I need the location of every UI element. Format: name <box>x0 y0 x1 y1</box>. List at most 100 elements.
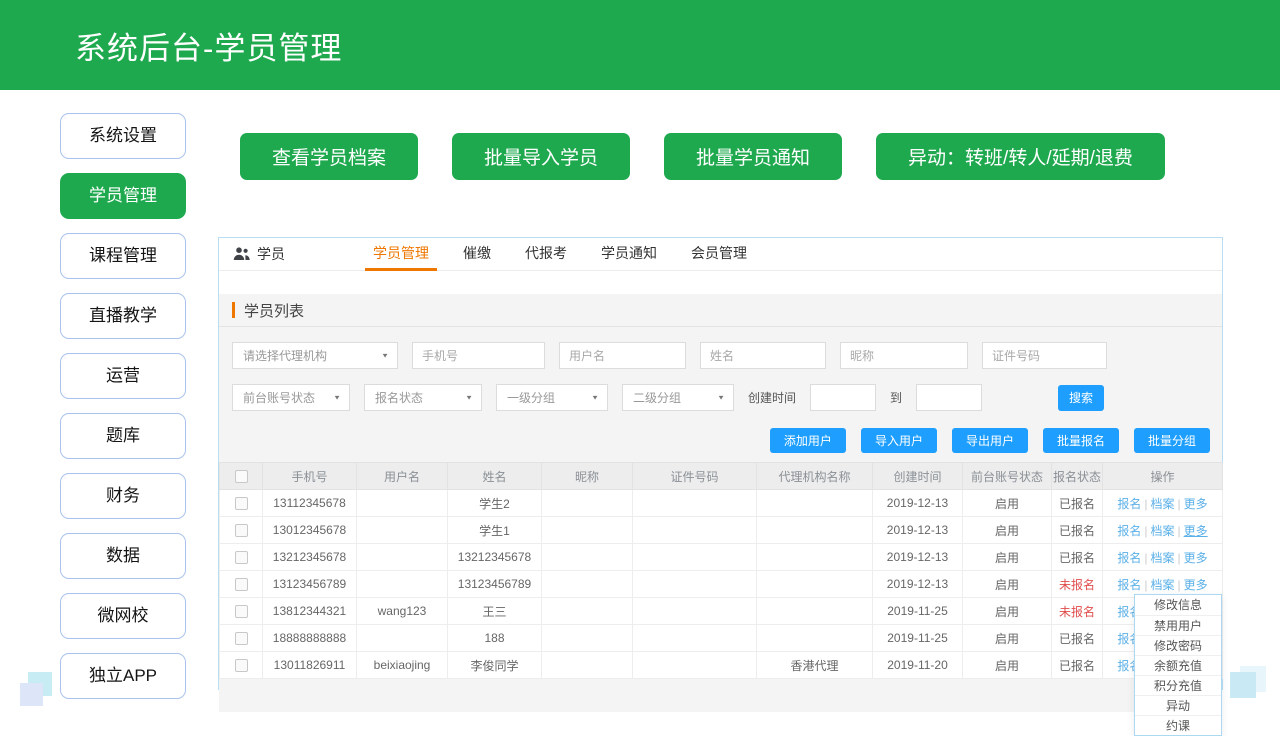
cell-name: 学生1 <box>447 516 542 544</box>
signup-status-badge: 已报名 <box>1058 550 1095 565</box>
more-dropdown-menu: 修改信息禁用用户 修改密码 余额充值 积分充值 异动 约课 <box>1134 594 1222 736</box>
signup-status-select[interactable]: 报名状态 ▼ <box>364 384 482 411</box>
table-action-button[interactable]: 批量报名 <box>1042 428 1119 453</box>
table-action-button[interactable]: 导入用户 <box>860 428 937 453</box>
sidebar-item[interactable]: 运营 <box>60 353 186 399</box>
cell-nickname <box>541 651 633 679</box>
op-link-signup[interactable]: 报名 <box>1117 496 1142 511</box>
row-checkbox[interactable] <box>234 577 248 591</box>
panel-header: 学员 学员管理 催缴 代报考 学员通知 会员管理 <box>219 238 1222 271</box>
op-link-signup[interactable]: 报名 <box>1117 577 1142 592</box>
cell-username <box>356 489 448 517</box>
section-title-text: 学员列表 <box>244 302 305 320</box>
sidebar-item[interactable]: 课程管理 <box>60 233 186 279</box>
sidebar-item[interactable]: 微网校 <box>60 593 186 639</box>
table-action-button[interactable]: 添加用户 <box>769 428 846 453</box>
op-link-more[interactable]: 更多 <box>1183 523 1208 538</box>
chevron-down-icon: ▼ <box>333 393 341 402</box>
row-checkbox[interactable] <box>234 604 248 618</box>
tab[interactable]: 催缴 <box>463 244 491 261</box>
op-link-signup[interactable]: 报名 <box>1117 523 1142 538</box>
username-input[interactable] <box>559 342 686 369</box>
quick-action-button[interactable]: 批量学员通知 <box>664 133 843 180</box>
more-menu-item[interactable]: 积分充值 <box>1135 675 1221 695</box>
table-header-row: 手机号 用户名 姓名 昵称 证件号码 代理机构名称 创建时间 前台账号状态 报名状态 操作 <box>219 462 1223 490</box>
cell-account-status: 启用 <box>962 489 1052 517</box>
created-from-input[interactable] <box>810 384 877 411</box>
name-input[interactable] <box>700 342 826 369</box>
cell-agency: 香港代理 <box>756 651 873 679</box>
sidebar-item[interactable]: 财务 <box>60 473 186 519</box>
cell-id-number <box>632 570 757 598</box>
row-checkbox[interactable] <box>234 523 248 537</box>
tab[interactable]: 学员通知 <box>601 244 657 261</box>
row-checkbox[interactable] <box>234 550 248 564</box>
quick-action-button[interactable]: 批量导入学员 <box>452 133 631 180</box>
column-header: 姓名 <box>447 462 542 490</box>
id-number-input[interactable] <box>982 342 1107 369</box>
table-action-button[interactable]: 导出用户 <box>951 428 1028 453</box>
section-title-accent-bar <box>232 302 235 318</box>
column-header: 操作 <box>1102 462 1223 490</box>
more-menu-item[interactable]: 禁用用户 <box>1135 615 1221 635</box>
sidebar-item[interactable]: 独立APP <box>60 653 186 699</box>
tab[interactable]: 代报考 <box>525 244 567 261</box>
chevron-down-icon: ▼ <box>465 393 473 402</box>
quick-action-button[interactable]: 异动：转班/转人/延期/退费 <box>876 133 1165 180</box>
select-all-checkbox[interactable] <box>234 469 248 483</box>
cell-username: beixiaojing <box>356 651 448 679</box>
sidebar-item[interactable]: 题库 <box>60 413 186 459</box>
cell-id-number <box>632 516 757 544</box>
cell-created: 2019-12-13 <box>872 570 963 598</box>
more-menu-item[interactable]: 余额充值 <box>1135 655 1221 675</box>
signup-status-badge: 已报名 <box>1058 496 1095 511</box>
sidebar-item[interactable]: 系统设置 <box>60 113 186 159</box>
more-menu-item[interactable]: 修改信息 <box>1153 598 1202 612</box>
cell-signup-status: 已报名 <box>1051 651 1103 679</box>
op-link-signup[interactable]: 报名 <box>1117 550 1142 565</box>
op-link-archive[interactable]: 档案 <box>1150 577 1175 592</box>
more-menu-item[interactable]: 约课 <box>1135 715 1221 735</box>
more-menu-item[interactable]: 修改密码 <box>1135 635 1221 655</box>
table-action-button[interactable]: 批量分组 <box>1133 428 1210 453</box>
op-link-more[interactable]: 更多 <box>1183 577 1208 592</box>
cell-username <box>356 516 448 544</box>
group1-select[interactable]: 一级分组 ▼ <box>496 384 608 411</box>
cell-name: 13212345678 <box>447 543 542 571</box>
to-label: 到 <box>890 391 903 405</box>
table-row: 13011826911 beixiaojing 李俊同学 香港代理 2019-11-20… <box>219 651 1223 679</box>
quick-action-button[interactable]: 查看学员档案 <box>240 133 419 180</box>
more-menu-item[interactable]: 异动 <box>1135 695 1221 715</box>
row-select-cell <box>219 489 263 517</box>
nickname-input[interactable] <box>840 342 968 369</box>
signup-status-value: 报名状态 <box>375 391 424 405</box>
op-link-separator: | <box>1177 496 1181 511</box>
sidebar-item[interactable]: 直播教学 <box>60 293 186 339</box>
tab[interactable]: 会员管理 <box>691 244 747 261</box>
agency-select[interactable]: 请选择代理机构 ▼ <box>232 342 398 369</box>
account-status-select[interactable]: 前台账号状态 ▼ <box>232 384 350 411</box>
op-link-archive[interactable]: 档案 <box>1150 550 1175 565</box>
phone-input[interactable] <box>412 342 545 369</box>
created-to-input[interactable] <box>916 384 983 411</box>
op-link-archive[interactable]: 档案 <box>1150 523 1175 538</box>
signup-status-badge: 已报名 <box>1058 658 1095 673</box>
op-link-more[interactable]: 更多 <box>1183 550 1208 565</box>
op-link-archive[interactable]: 档案 <box>1150 496 1175 511</box>
row-checkbox[interactable] <box>234 658 248 672</box>
sidebar-item[interactable]: 数据 <box>60 533 186 579</box>
sidebar-item[interactable]: 学员管理 <box>60 173 186 219</box>
cell-nickname <box>541 597 633 625</box>
op-link-more[interactable]: 更多 <box>1183 496 1208 511</box>
row-checkbox[interactable] <box>234 496 248 510</box>
cell-signup-status: 已报名 <box>1051 543 1103 571</box>
search-button[interactable]: 搜索 <box>1058 384 1105 411</box>
signup-status-badge: 未报名 <box>1058 577 1095 592</box>
cell-account-status: 启用 <box>962 597 1052 625</box>
table-row: 13812344321wang123王三2019-11-25启用未报名报名|档案… <box>219 597 1223 625</box>
tab[interactable]: 学员管理 <box>365 238 437 271</box>
row-checkbox[interactable] <box>234 631 248 645</box>
cell-operations: 报名|档案|更多 <box>1102 516 1223 544</box>
cell-account-status: 启用 <box>962 570 1052 598</box>
group2-select[interactable]: 二级分组 ▼ <box>622 384 734 411</box>
